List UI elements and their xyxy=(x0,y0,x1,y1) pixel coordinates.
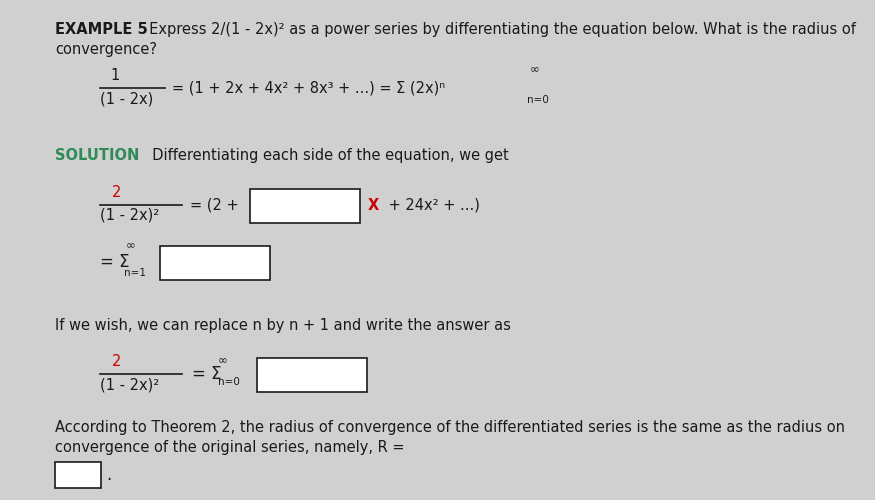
Bar xyxy=(257,358,367,392)
Text: 2: 2 xyxy=(112,354,122,369)
Text: = (2 +: = (2 + xyxy=(190,198,239,212)
Text: EXAMPLE 5: EXAMPLE 5 xyxy=(55,22,148,37)
Bar xyxy=(55,462,101,488)
Text: = Σ: = Σ xyxy=(100,253,130,271)
Text: (1 - 2x)²: (1 - 2x)² xyxy=(100,208,159,223)
Text: = (1 + 2x + 4x² + 8x³ + ...) = Σ (2x)ⁿ: = (1 + 2x + 4x² + 8x³ + ...) = Σ (2x)ⁿ xyxy=(172,80,445,96)
Text: convergence of the original series, namely, R =: convergence of the original series, name… xyxy=(55,440,404,455)
Text: ∞: ∞ xyxy=(126,239,136,252)
Text: 1: 1 xyxy=(110,68,119,83)
Text: (1 - 2x): (1 - 2x) xyxy=(100,91,153,106)
Text: n=0: n=0 xyxy=(218,377,240,387)
Text: Differentiating each side of the equation, we get: Differentiating each side of the equatio… xyxy=(143,148,508,163)
Text: .: . xyxy=(106,466,111,484)
Text: convergence?: convergence? xyxy=(55,42,157,57)
Text: Express 2/(1 - 2x)² as a power series by differentiating the equation below. Wha: Express 2/(1 - 2x)² as a power series by… xyxy=(140,22,856,37)
Text: ∞: ∞ xyxy=(218,354,228,367)
Text: If we wish, we can replace n by n + 1 and write the answer as: If we wish, we can replace n by n + 1 an… xyxy=(55,318,511,333)
Text: 2: 2 xyxy=(112,185,122,200)
Text: According to Theorem 2, the radius of convergence of the differentiated series i: According to Theorem 2, the radius of co… xyxy=(55,420,845,435)
Bar xyxy=(160,246,270,280)
Text: = Σ: = Σ xyxy=(192,365,221,383)
Text: n=1: n=1 xyxy=(124,268,146,278)
Text: ∞: ∞ xyxy=(530,63,540,76)
Text: n=0: n=0 xyxy=(527,95,549,105)
Text: + 24x² + ...): + 24x² + ...) xyxy=(384,198,480,212)
Bar xyxy=(250,189,360,223)
Text: X: X xyxy=(368,198,379,212)
Text: (1 - 2x)²: (1 - 2x)² xyxy=(100,377,159,392)
Text: SOLUTION: SOLUTION xyxy=(55,148,139,163)
